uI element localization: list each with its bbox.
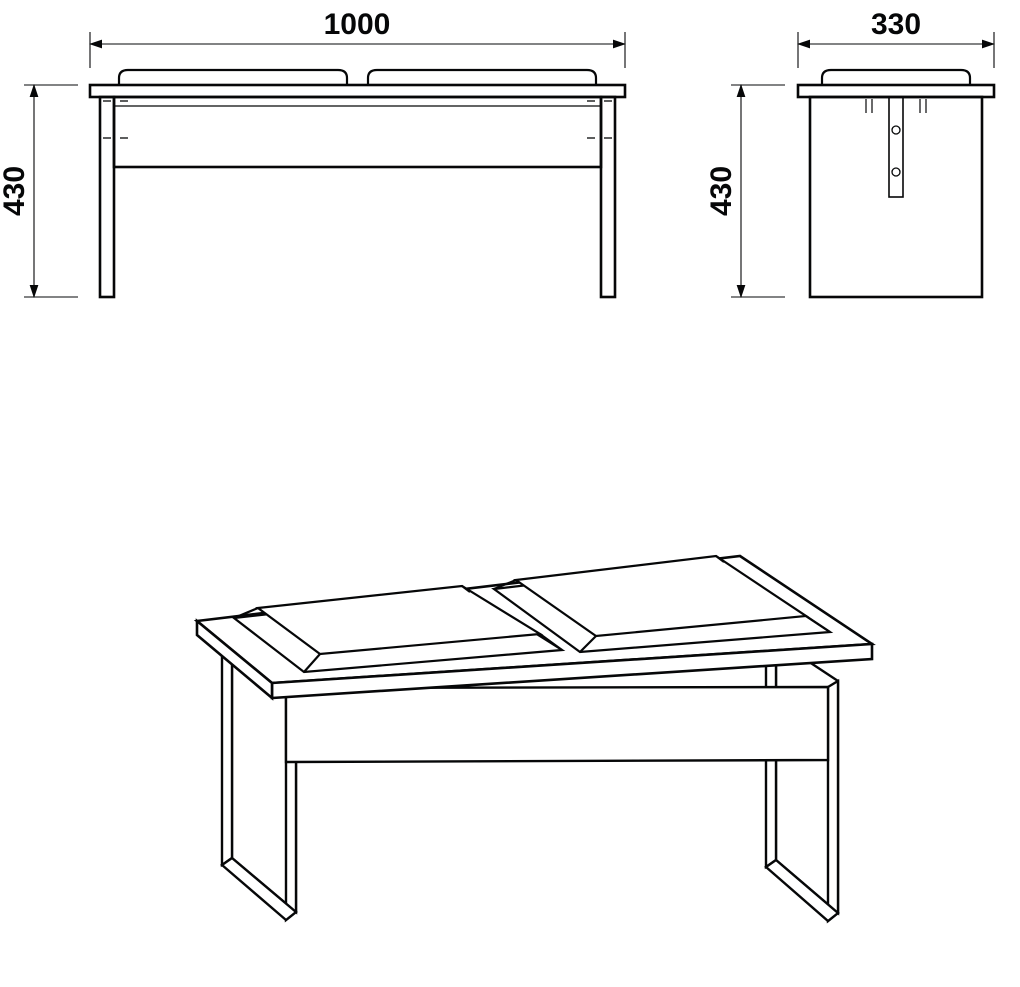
dim-front-width-label: 1000 (324, 8, 391, 41)
dim-side-width-label: 330 (871, 8, 921, 41)
iso-leg-right (766, 640, 838, 921)
front-body (90, 70, 625, 297)
dim-side-height-label: 430 (705, 166, 738, 216)
dim-side-height: 430 (705, 85, 785, 297)
dim-front-height: 430 (0, 85, 78, 297)
side-body (798, 70, 994, 297)
dim-front-width: 1000 (90, 8, 625, 68)
iso-apron (286, 687, 828, 762)
front-view: 1000 430 (0, 8, 625, 297)
front-pad-left (119, 70, 347, 85)
dim-front-height-label: 430 (0, 166, 31, 216)
side-view: 330 430 (705, 8, 994, 297)
front-pad-right (368, 70, 596, 85)
dim-side-width: 330 (798, 8, 994, 68)
iso-view (197, 556, 872, 921)
